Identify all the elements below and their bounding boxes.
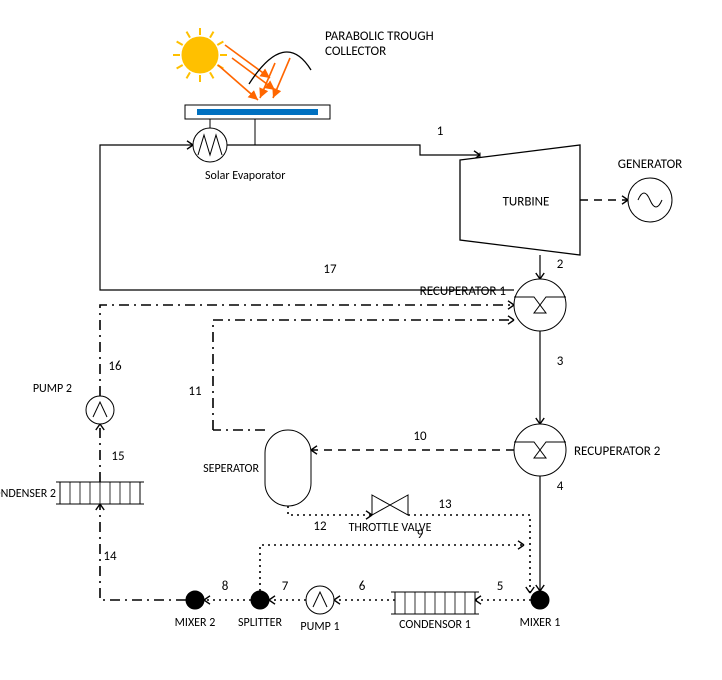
stream-number: 4 [557, 479, 564, 494]
edge-e17: 17 [100, 141, 514, 290]
stream-number: 14 [103, 549, 117, 564]
label-separator: SEPERATOR [203, 462, 259, 476]
edge-e4: 4 [536, 476, 564, 591]
edge-e8: 8 [204, 579, 251, 604]
stream-number: 3 [557, 354, 564, 369]
node-cond1: CONDENSOR 1 [391, 592, 479, 632]
svg-text:RECUPERATOR 2: RECUPERATOR 2 [574, 444, 661, 459]
stream-number: 8 [222, 579, 229, 594]
stream-number: 10 [413, 429, 427, 444]
stream-number: 13 [438, 497, 452, 512]
svg-text:COLLECTOR: COLLECTOR [325, 44, 386, 59]
stream-number: 5 [497, 579, 504, 594]
node-cond2: CONDENSER 2 [0, 482, 144, 504]
edge-e5: 5 [475, 579, 531, 604]
svg-text:RECUPERATOR 1: RECUPERATOR 1 [420, 284, 506, 299]
stream-number: 17 [323, 262, 337, 277]
edge-e6: 6 [334, 579, 395, 604]
edge-e_gen [580, 196, 628, 204]
node-recup1: RECUPERATOR 1 [420, 279, 566, 331]
node-splitter: SPLITTER [238, 591, 283, 630]
stream-number: 11 [188, 384, 201, 399]
edge-e16: 16 [100, 301, 514, 396]
svg-text:SPLITTER: SPLITTER [238, 616, 283, 630]
edge-e14: 14 [96, 504, 186, 600]
svg-text:PUMP 1: PUMP 1 [300, 620, 339, 634]
node-separator: SEPERATOR [203, 430, 311, 506]
svg-text:PARABOLIC TROUGH: PARABOLIC TROUGH [325, 29, 434, 44]
stream-number: 1 [437, 124, 444, 139]
svg-text:MIXER 1: MIXER 1 [520, 616, 561, 630]
svg-text:MIXER 2: MIXER 2 [175, 616, 216, 630]
svg-text:PUMP 2: PUMP 2 [33, 382, 72, 396]
edge-e1: 1 [227, 124, 480, 159]
edge-e3: 3 [536, 331, 564, 424]
svg-text:THROTTLE VALVE: THROTTLE VALVE [349, 521, 432, 535]
node-turbine: TURBINE [460, 145, 580, 255]
svg-text:CONDENSOR 1: CONDENSOR 1 [399, 618, 471, 632]
edge-e15: 15 [96, 424, 125, 482]
node-solar_evap: Solar Evaporator [193, 119, 285, 183]
node-sun [173, 28, 275, 100]
stream-number: 12 [313, 519, 327, 534]
svg-text:GENERATOR: GENERATOR [618, 157, 683, 172]
node-abs_tube [185, 105, 330, 119]
node-pump2: PUMP 2 [33, 382, 114, 424]
edge-e2: 2 [536, 255, 564, 279]
stream-number: 2 [557, 257, 564, 272]
stream-number: 16 [108, 359, 122, 374]
edge-e9: 9 [260, 527, 524, 591]
label-cond2: CONDENSER 2 [0, 487, 56, 501]
svg-text:TURBINE: TURBINE [503, 195, 550, 210]
node-throttle: THROTTLE VALVE [349, 495, 432, 535]
node-pump1: PUMP 1 [300, 586, 339, 634]
nodes-layer: PARABOLIC TROUGHCOLLECTOR Solar Evaporato… [0, 28, 682, 634]
node-recup2: RECUPERATOR 2 [514, 424, 661, 476]
node-generator: GENERATOR [618, 157, 683, 222]
edge-e10: 10 [311, 429, 514, 454]
stream-number: 15 [111, 449, 124, 464]
stream-number: 6 [359, 579, 366, 594]
stream-number: 7 [282, 579, 289, 594]
node-mixer1: MIXER 1 [520, 591, 561, 630]
node-parabola: PARABOLIC TROUGHCOLLECTOR [249, 29, 434, 98]
edge-e11: 11 [188, 316, 514, 430]
svg-text:Solar Evaporator: Solar Evaporator [205, 169, 285, 183]
edge-e7: 7 [269, 579, 306, 604]
